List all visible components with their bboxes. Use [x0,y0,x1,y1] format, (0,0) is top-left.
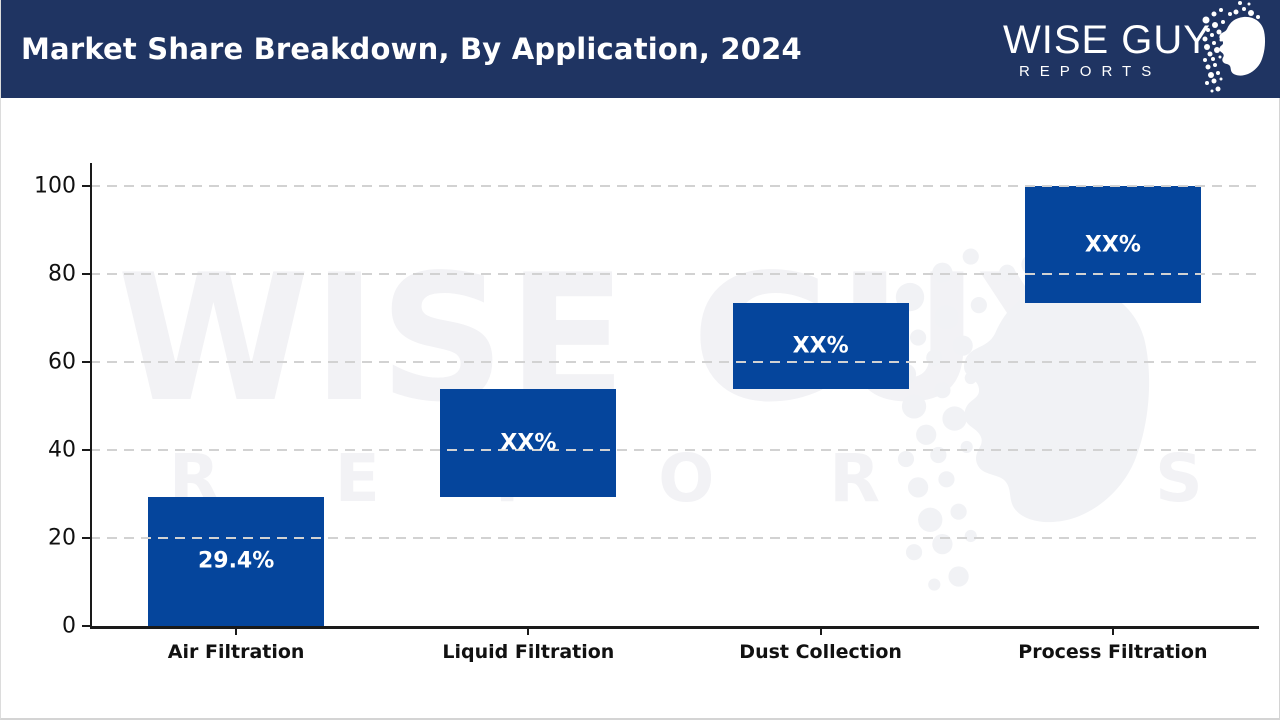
bar-value-label: 29.4% [197,548,275,574]
chart-title: Market Share Breakdown, By Application, … [21,32,802,66]
dotted-head-icon [1202,1,1266,93]
category-label: Dust Collection [739,641,902,663]
bar-value-label: XX% [500,430,557,456]
gridline-20 [90,537,1259,539]
gridline-40 [90,449,1259,451]
y-tick [82,273,90,275]
x-axis-line [90,626,1259,629]
brand-logo-text: WISE GUY REPORTS [1003,20,1211,79]
watermark-head-icon [895,220,1150,591]
brand-subname: REPORTS [1018,62,1162,80]
x-tick [1111,626,1114,635]
y-tick-label: 100 [34,173,76,199]
bar-process-filtration [1024,186,1201,304]
bar-dust-collection [732,303,909,390]
y-tick-label: 40 [48,437,76,463]
bar-liquid-filtration [440,389,617,497]
header-bar: Market Share Breakdown, By Application, … [1,0,1280,98]
y-tick-label: 60 [48,349,76,375]
x-tick [819,626,822,635]
y-tick [82,625,90,627]
y-tick [82,185,90,187]
y-tick [82,449,90,451]
gridline-80 [90,273,1259,275]
bar-value-label: XX% [1084,232,1141,258]
gridline-60 [90,361,1259,363]
y-tick-label: 20 [48,525,76,551]
category-label: Process Filtration [1018,641,1208,663]
brand-name: WISE GUY [1002,17,1211,62]
bar-value-label: XX% [792,333,849,359]
y-tick-label: 0 [62,613,76,639]
waterfall-chart: 29.4% Air Filtration XX% Liquid Filtration X… [1,98,1280,720]
category-label: Liquid Filtration [442,641,615,663]
gridline-100 [90,185,1259,187]
y-tick [82,537,90,539]
y-tick-label: 80 [48,261,76,287]
x-tick [235,626,238,635]
category-label: Air Filtration [167,641,305,663]
brand-logo: WISE GUY REPORTS [1003,0,1280,99]
y-axis-line [90,163,92,629]
x-tick [527,626,530,635]
y-tick [82,361,90,363]
bar-air-filtration [148,496,325,626]
